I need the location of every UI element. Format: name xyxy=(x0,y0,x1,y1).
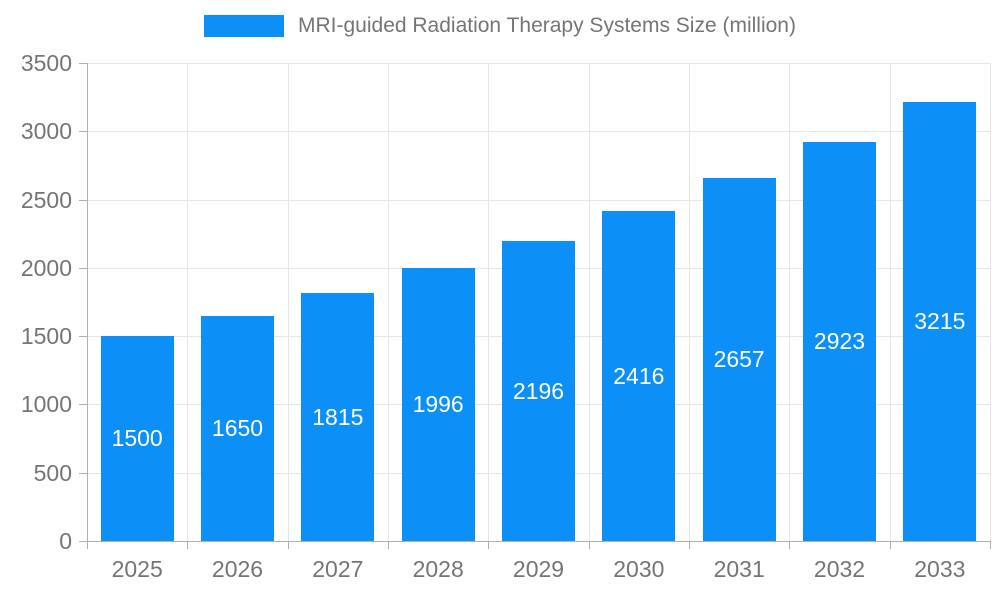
gridline-vertical xyxy=(789,63,791,541)
bar[interactable]: 2196 xyxy=(502,241,575,541)
x-axis-tick xyxy=(889,541,891,549)
legend-swatch xyxy=(204,15,284,37)
bar-value-label: 2923 xyxy=(813,327,866,354)
gridline-horizontal xyxy=(87,199,990,201)
gridline-vertical xyxy=(689,63,690,541)
gridline-horizontal xyxy=(87,63,990,64)
y-axis-label: 1000 xyxy=(20,391,72,418)
y-axis-label: 3500 xyxy=(20,50,72,76)
bar-value-label: 2657 xyxy=(713,346,765,373)
gridline-vertical xyxy=(187,63,189,541)
gridline-horizontal xyxy=(87,131,990,133)
plot-area: 1500 1650 1815 1996 2196 2416 2657 2923 3215 xyxy=(79,63,991,549)
gridline-vertical xyxy=(488,63,490,541)
x-axis-line xyxy=(79,541,990,542)
y-axis-tick xyxy=(79,131,87,133)
bar[interactable]: 1650 xyxy=(201,315,274,541)
x-axis-tick xyxy=(287,541,289,549)
y-axis-label: 3000 xyxy=(20,118,72,145)
y-axis-tick xyxy=(79,541,87,542)
gridline-vertical xyxy=(287,63,289,541)
bar-value-label: 3215 xyxy=(914,307,966,334)
bar-value-label: 2416 xyxy=(613,362,665,389)
bar[interactable]: 2416 xyxy=(602,211,676,541)
x-axis-label: 2027 xyxy=(312,556,364,582)
x-axis-tick xyxy=(187,541,189,549)
x-axis-label: 2025 xyxy=(111,556,163,582)
gridline-vertical xyxy=(889,63,891,541)
gridline-vertical xyxy=(588,63,590,541)
bar[interactable]: 1500 xyxy=(100,336,174,541)
x-axis-label: 2031 xyxy=(713,556,765,582)
x-axis-label: 2029 xyxy=(512,556,565,582)
x-axis-tick xyxy=(990,541,991,549)
bar[interactable]: 2657 xyxy=(702,178,776,541)
y-axis-tick xyxy=(79,404,87,406)
x-axis-label: 2033 xyxy=(914,556,966,582)
y-axis-tick xyxy=(79,63,87,64)
x-axis-tick xyxy=(388,541,389,549)
y-axis-tick xyxy=(79,336,87,338)
y-axis-label: 1500 xyxy=(20,323,72,350)
legend[interactable]: MRI-guided Radiation Therapy Systems Siz… xyxy=(0,14,1000,38)
y-axis-label: 500 xyxy=(33,459,72,486)
x-axis-label: 2028 xyxy=(412,556,464,582)
x-axis-tick xyxy=(588,541,590,549)
x-axis-tick xyxy=(689,541,690,549)
y-axis-label: 2500 xyxy=(20,186,72,213)
bar[interactable]: 2923 xyxy=(803,141,876,541)
x-axis-tick xyxy=(87,541,88,549)
x-axis-tick xyxy=(488,541,490,549)
bar-value-label: 1815 xyxy=(312,403,364,430)
bar-value-label: 1500 xyxy=(111,425,163,452)
x-axis-label: 2030 xyxy=(613,556,665,582)
y-axis-tick xyxy=(79,199,87,201)
bar-value-label: 2196 xyxy=(512,377,565,404)
y-axis-tick xyxy=(79,472,87,474)
y-axis-tick xyxy=(79,267,87,269)
gridline-vertical xyxy=(990,63,991,541)
legend-label: MRI-guided Radiation Therapy Systems Siz… xyxy=(298,14,796,37)
bar-value-label: 1996 xyxy=(412,391,464,418)
bar[interactable]: 1815 xyxy=(301,293,375,541)
y-axis-label: 2000 xyxy=(20,254,72,281)
y-axis-label: 0 xyxy=(59,528,72,554)
y-axis-line xyxy=(87,63,88,549)
x-axis-tick xyxy=(789,541,791,549)
bar[interactable]: 3215 xyxy=(903,101,977,541)
gridline-vertical xyxy=(388,63,389,541)
bar-value-label: 1650 xyxy=(211,414,264,441)
x-axis-label: 2032 xyxy=(813,556,866,582)
x-axis-label: 2026 xyxy=(211,556,264,582)
bar[interactable]: 1996 xyxy=(401,268,475,541)
